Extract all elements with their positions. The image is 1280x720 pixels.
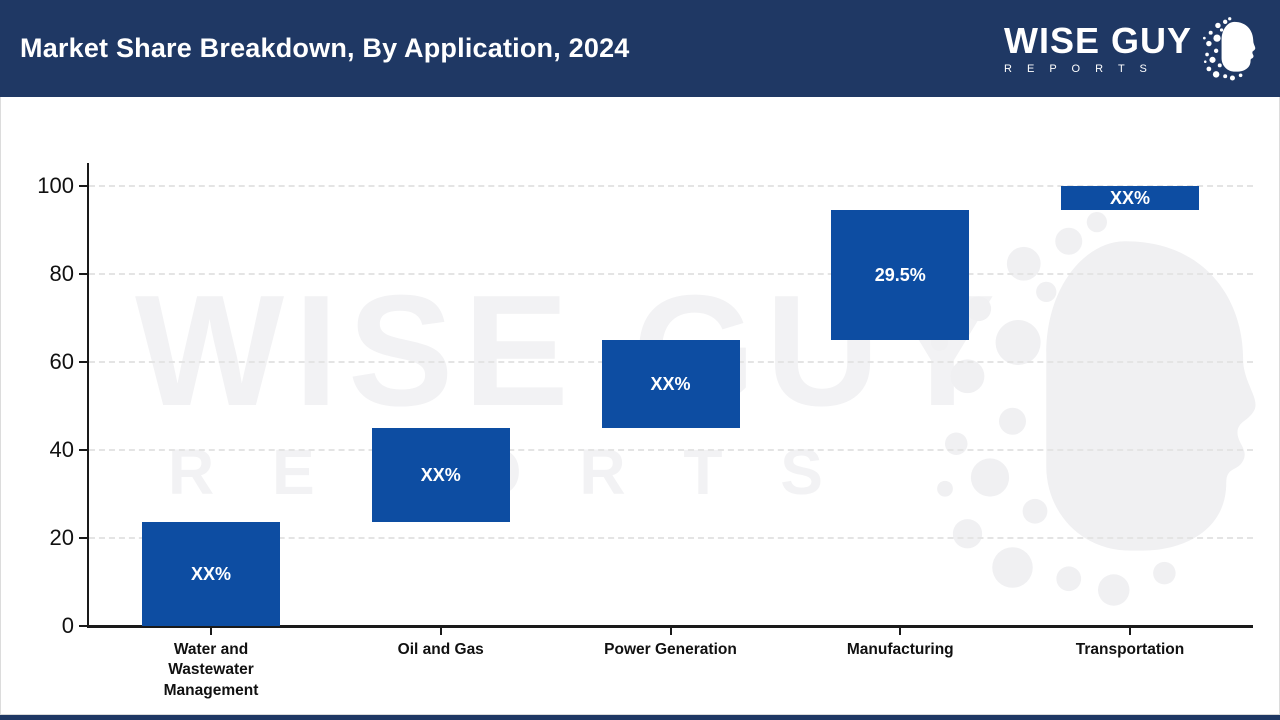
category-label-2: Oil and Gas bbox=[331, 640, 551, 660]
y-tick-0 bbox=[79, 625, 87, 627]
y-tick-label-20: 20 bbox=[49, 525, 74, 550]
logo-subtitle: R E P O R T S bbox=[1003, 62, 1153, 75]
y-tick-label-40: 40 bbox=[49, 437, 74, 462]
page-title: Market Share Breakdown, By Application, … bbox=[20, 33, 630, 63]
y-axis-spine bbox=[87, 163, 89, 626]
bar-value-label: XX% bbox=[420, 465, 461, 486]
category-label-5: Transportation bbox=[1020, 640, 1240, 660]
gridline-20 bbox=[89, 537, 1253, 539]
y-tick-60 bbox=[79, 361, 87, 363]
y-tick-label-0: 0 bbox=[61, 613, 74, 638]
x-tick-5 bbox=[1129, 628, 1131, 635]
bar-1: XX% bbox=[142, 521, 280, 626]
logo-face-icon bbox=[1202, 16, 1256, 81]
gridline-40 bbox=[89, 449, 1253, 451]
bar-value-label: XX% bbox=[1109, 187, 1151, 208]
gridline-100 bbox=[89, 185, 1253, 187]
category-label-4: Manufacturing bbox=[790, 640, 1010, 660]
x-tick-1 bbox=[210, 628, 212, 635]
bar-5: XX% bbox=[1061, 186, 1199, 210]
y-tick-label-80: 80 bbox=[49, 261, 74, 286]
logo-text: WISE GUY R E P O R T S bbox=[1003, 19, 1192, 75]
category-label-line: Oil and Gas bbox=[397, 641, 484, 658]
x-tick-2 bbox=[439, 628, 442, 635]
y-tick-100 bbox=[79, 185, 87, 187]
bar-2: XX% bbox=[371, 428, 510, 522]
y-tick-80 bbox=[79, 273, 87, 275]
y-tick-label-100: 100 bbox=[37, 173, 74, 198]
category-label-line: Wastewater bbox=[168, 661, 254, 679]
x-tick-4 bbox=[899, 628, 902, 635]
y-tick-20 bbox=[79, 537, 87, 539]
y-tick-40 bbox=[79, 449, 87, 451]
logo-wordmark: WISE GUY bbox=[1003, 19, 1192, 61]
bar-value-label: 29.5% bbox=[874, 264, 926, 285]
category-label-line: Transportation bbox=[1075, 641, 1185, 658]
x-tick-3 bbox=[669, 628, 672, 635]
category-label-line: Water and bbox=[173, 641, 249, 658]
y-tick-label-60: 60 bbox=[49, 349, 74, 374]
bar-4: 29.5% bbox=[831, 209, 970, 340]
category-label-line: Manufacturing bbox=[846, 641, 954, 658]
category-label-line: Power Generation bbox=[604, 641, 737, 658]
bar-3: XX% bbox=[601, 339, 740, 429]
bar-value-label: XX% bbox=[650, 373, 691, 394]
x-axis-spine bbox=[87, 625, 1253, 628]
header-bar: Market Share Breakdown, By Application, … bbox=[0, 0, 1280, 97]
category-label-line: Management bbox=[163, 681, 259, 699]
wiseguy-logo: WISE GUY R E P O R T S bbox=[1004, 16, 1256, 82]
footer-bar bbox=[0, 714, 1280, 720]
category-label-3: Power Generation bbox=[561, 640, 781, 660]
gridline-80 bbox=[89, 273, 1253, 275]
category-label-1: Water and Wastewater Management bbox=[101, 640, 321, 701]
bar-value-label: XX% bbox=[190, 563, 232, 584]
